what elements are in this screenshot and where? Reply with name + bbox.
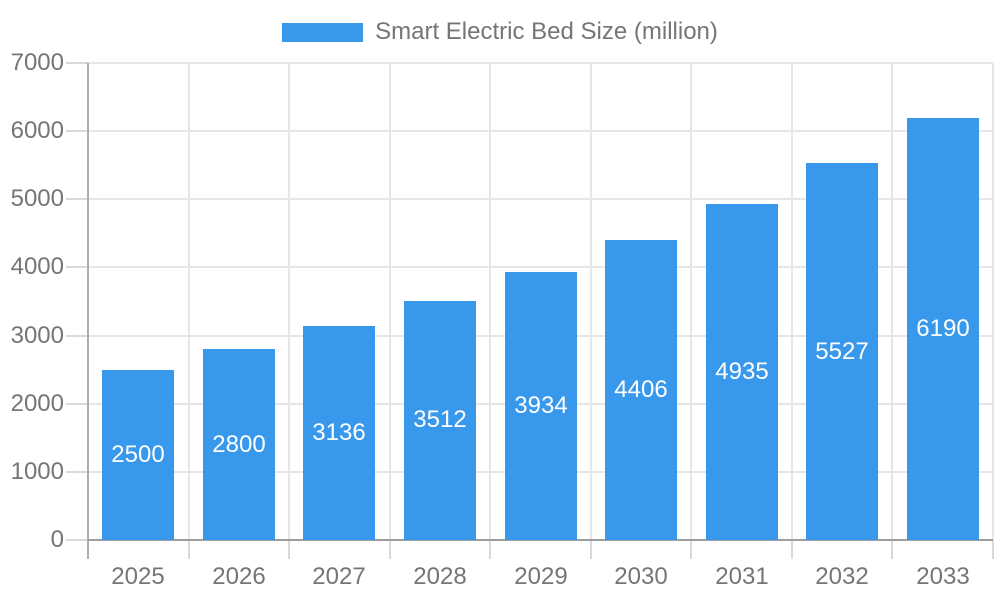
x-axis-tick-label: 2032 xyxy=(815,563,869,590)
x-gridline xyxy=(690,63,692,540)
bar-value-label: 3934 xyxy=(514,391,568,419)
x-axis-tick-label: 2025 xyxy=(111,563,165,590)
y-tick xyxy=(66,403,88,405)
legend: Smart Electric Bed Size (million) xyxy=(0,18,1000,46)
x-axis-tick-label: 2031 xyxy=(715,563,769,590)
bar[interactable]: 4935 xyxy=(706,203,778,540)
y-tick xyxy=(66,335,88,337)
x-axis-tick-label: 2030 xyxy=(614,563,668,590)
legend-label: Smart Electric Bed Size (million) xyxy=(375,18,718,45)
y-axis-line xyxy=(87,63,89,559)
y-axis-tick-label: 6000 xyxy=(10,117,64,144)
bar[interactable]: 4406 xyxy=(605,239,677,540)
y-tick xyxy=(66,471,88,473)
y-axis-tick-label: 1000 xyxy=(10,458,64,485)
x-tick xyxy=(590,540,592,559)
y-axis-tick-label: 0 xyxy=(50,526,64,553)
y-tick xyxy=(66,266,88,268)
x-axis-tick-label: 2033 xyxy=(916,563,970,590)
x-gridline xyxy=(791,63,793,540)
x-gridline xyxy=(891,63,893,540)
y-axis-tick-label: 7000 xyxy=(10,49,64,76)
bar-value-label: 2500 xyxy=(111,440,165,468)
bar[interactable]: 2500 xyxy=(102,369,174,540)
x-tick xyxy=(992,540,994,559)
x-gridline xyxy=(590,63,592,540)
y-axis-tick-label: 2000 xyxy=(10,390,64,417)
bar-value-label: 4406 xyxy=(614,375,668,403)
x-gridline xyxy=(489,63,491,540)
bar[interactable]: 6190 xyxy=(907,118,979,540)
bar-value-label: 5527 xyxy=(815,337,869,365)
y-gridline xyxy=(88,198,993,200)
x-gridline xyxy=(992,63,994,540)
x-axis-tick-label: 2028 xyxy=(413,563,467,590)
x-tick xyxy=(288,540,290,559)
x-axis-tick-label: 2026 xyxy=(212,563,266,590)
bar-value-label: 4935 xyxy=(715,357,769,385)
bar[interactable]: 3512 xyxy=(404,300,476,540)
y-tick xyxy=(66,198,88,200)
y-axis-tick-label: 5000 xyxy=(10,185,64,212)
y-tick xyxy=(66,62,88,64)
x-gridline xyxy=(389,63,391,540)
x-tick xyxy=(489,540,491,559)
x-axis-tick-label: 2029 xyxy=(514,563,568,590)
bar[interactable]: 3136 xyxy=(303,326,375,540)
x-gridline xyxy=(288,63,290,540)
bar[interactable]: 5527 xyxy=(806,163,878,540)
x-tick xyxy=(791,540,793,559)
bar-value-label: 6190 xyxy=(916,315,970,343)
y-axis-tick-label: 3000 xyxy=(10,322,64,349)
x-axis-tick-label: 2027 xyxy=(312,563,366,590)
y-tick xyxy=(66,130,88,132)
y-gridline xyxy=(88,266,993,268)
bar-value-label: 3512 xyxy=(413,406,467,434)
y-gridline xyxy=(88,62,993,64)
y-axis-tick-label: 4000 xyxy=(10,253,64,280)
y-gridline xyxy=(88,130,993,132)
bar-value-label: 2800 xyxy=(212,430,266,458)
x-tick xyxy=(690,540,692,559)
x-tick xyxy=(389,540,391,559)
y-tick xyxy=(66,539,88,541)
bar[interactable]: 3934 xyxy=(505,271,577,540)
x-tick xyxy=(188,540,190,559)
legend-swatch xyxy=(282,22,364,42)
x-tick xyxy=(891,540,893,559)
x-gridline xyxy=(188,63,190,540)
bar-value-label: 3136 xyxy=(312,419,366,447)
x-axis-baseline xyxy=(88,539,993,541)
bar[interactable]: 2800 xyxy=(203,349,275,540)
